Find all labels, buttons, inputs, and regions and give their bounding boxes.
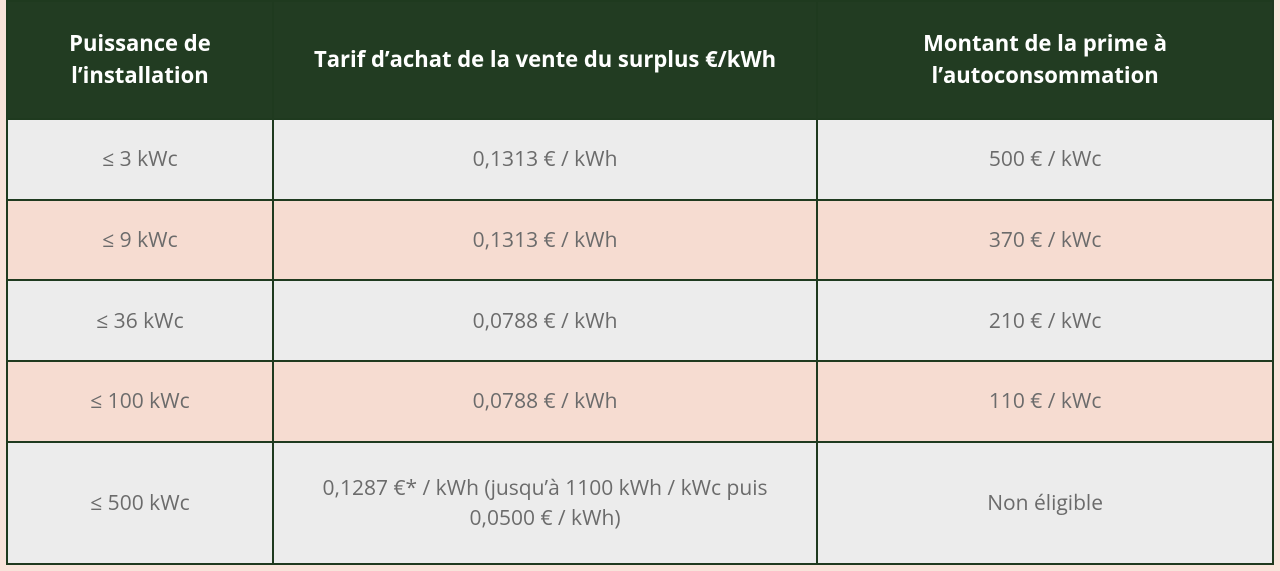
- cell-power: ≤ 100 kWc: [7, 361, 273, 442]
- header-tariff: Tarif d’achat de la vente du surplus €/k…: [273, 1, 817, 119]
- cell-power: ≤ 500 kWc: [7, 442, 273, 564]
- cell-bonus: Non éligible: [817, 442, 1273, 564]
- cell-bonus: 500 € / kWc: [817, 119, 1273, 200]
- table-row: ≤ 3 kWc 0,1313 € / kWh 500 € / kWc: [7, 119, 1273, 200]
- header-power: Puissance de l’installation: [7, 1, 273, 119]
- cell-tariff: 0,1287 €* / kWh (jusqu’à 1100 kWh / kWc …: [273, 442, 817, 564]
- table-header-row: Puissance de l’installation Tarif d’acha…: [7, 1, 1273, 119]
- table-row: ≤ 500 kWc 0,1287 €* / kWh (jusqu’à 1100 …: [7, 442, 1273, 564]
- table-row: ≤ 100 kWc 0,0788 € / kWh 110 € / kWc: [7, 361, 1273, 442]
- cell-bonus: 370 € / kWc: [817, 200, 1273, 281]
- cell-tariff: 0,0788 € / kWh: [273, 280, 817, 361]
- cell-power: ≤ 9 kWc: [7, 200, 273, 281]
- cell-tariff: 0,1313 € / kWh: [273, 119, 817, 200]
- cell-tariff: 0,1313 € / kWh: [273, 200, 817, 281]
- page: Puissance de l’installation Tarif d’acha…: [0, 0, 1280, 571]
- tariff-table: Puissance de l’installation Tarif d’acha…: [6, 0, 1274, 565]
- cell-bonus: 110 € / kWc: [817, 361, 1273, 442]
- header-bonus: Montant de la prime à l’autoconsommation: [817, 1, 1273, 119]
- table-row: ≤ 9 kWc 0,1313 € / kWh 370 € / kWc: [7, 200, 1273, 281]
- cell-power: ≤ 36 kWc: [7, 280, 273, 361]
- cell-bonus: 210 € / kWc: [817, 280, 1273, 361]
- cell-power: ≤ 3 kWc: [7, 119, 273, 200]
- cell-tariff: 0,0788 € / kWh: [273, 361, 817, 442]
- table-row: ≤ 36 kWc 0,0788 € / kWh 210 € / kWc: [7, 280, 1273, 361]
